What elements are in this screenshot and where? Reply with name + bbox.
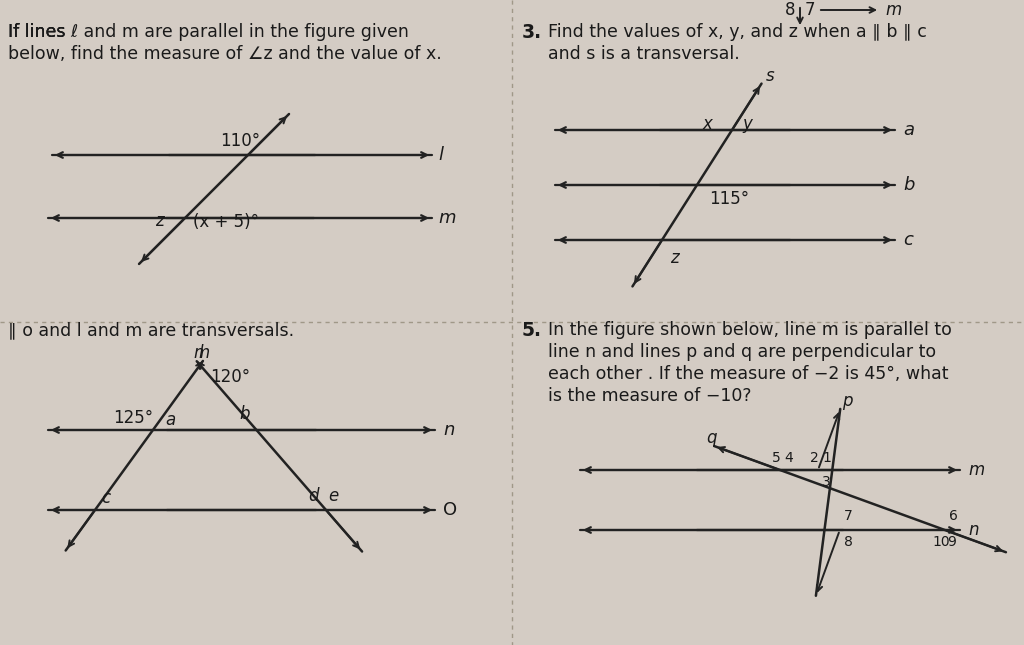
Text: If lines ℓ and m are parallel in the figure given: If lines ℓ and m are parallel in the fig… [8,23,409,41]
Text: 8: 8 [844,535,853,549]
Text: 5.: 5. [522,321,542,339]
Text: 110°: 110° [220,132,260,150]
Text: below, find the measure of ∠z and the value of x.: below, find the measure of ∠z and the va… [8,45,441,63]
Text: l: l [199,344,204,362]
Text: n: n [443,421,455,439]
Text: s: s [766,66,774,84]
Text: m: m [968,461,984,479]
Text: 6: 6 [949,509,957,523]
Text: z: z [670,249,679,267]
Text: 120°: 120° [210,368,250,386]
Text: c: c [101,489,111,507]
Text: O: O [443,501,457,519]
Text: If lines: If lines [8,23,71,41]
Text: 3: 3 [822,475,830,489]
Text: 5: 5 [772,451,780,465]
Text: 7: 7 [844,509,853,523]
Text: and s is a transversal.: and s is a transversal. [548,45,739,63]
Text: a: a [903,121,914,139]
Text: c: c [903,231,912,249]
Text: 1: 1 [822,451,830,465]
Text: l: l [438,146,443,164]
Text: 9: 9 [947,535,955,549]
Text: e: e [328,487,338,505]
Text: n: n [968,521,979,539]
Text: 3.: 3. [522,23,542,41]
Text: b: b [903,176,914,194]
Text: line n and lines p and q are perpendicular to: line n and lines p and q are perpendicul… [548,343,936,361]
Text: Find the values of x, y, and z when a ∥ b ∥ c: Find the values of x, y, and z when a ∥ … [548,23,927,41]
Text: each other . If the measure of −2 is 45°, what: each other . If the measure of −2 is 45°… [548,365,948,383]
Text: (x + 5)°: (x + 5)° [193,213,259,231]
Text: In the figure shown below, line m is parallel to: In the figure shown below, line m is par… [548,321,952,339]
Text: 4: 4 [784,451,793,465]
Text: is the measure of −10?: is the measure of −10? [548,387,752,405]
Text: m: m [438,209,456,227]
Text: p: p [842,392,853,410]
Text: 2: 2 [810,451,819,465]
Text: 115°: 115° [709,190,750,208]
Text: d: d [308,487,318,505]
Text: x: x [702,115,712,133]
Text: m: m [193,344,209,362]
Text: m: m [885,1,901,19]
Text: 125°: 125° [113,409,154,427]
Text: q: q [707,429,717,447]
Text: 10: 10 [933,535,950,549]
Text: z: z [155,212,164,230]
Text: If lines: If lines [8,23,71,41]
Text: y: y [742,115,752,133]
Text: ∥ o and l and m are transversals.: ∥ o and l and m are transversals. [8,321,294,339]
Text: 8: 8 [784,1,796,19]
Text: a: a [165,411,175,429]
Text: b: b [239,405,250,423]
Text: 7: 7 [805,1,815,19]
